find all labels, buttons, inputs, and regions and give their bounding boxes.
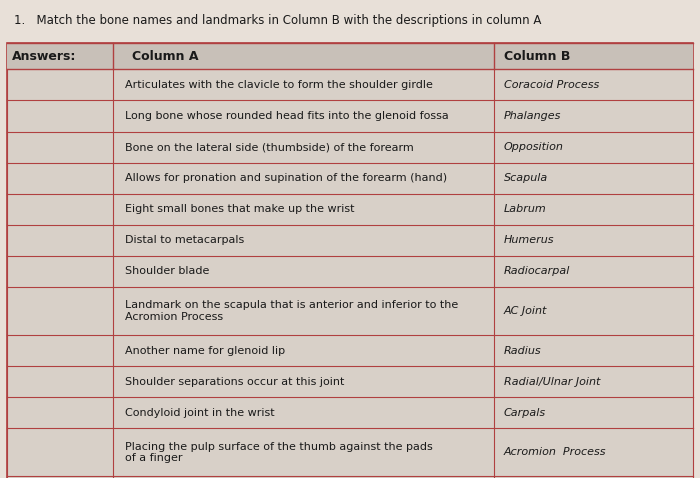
Text: Radius: Radius: [504, 346, 542, 356]
Text: Long bone whose rounded head fits into the glenoid fossa: Long bone whose rounded head fits into t…: [125, 111, 449, 121]
Text: Acromion  Process: Acromion Process: [504, 447, 606, 457]
Text: Articulates with the clavicle to form the shoulder girdle: Articulates with the clavicle to form th…: [125, 80, 433, 90]
Text: Humerus: Humerus: [504, 235, 554, 245]
Text: Carpals: Carpals: [504, 408, 546, 418]
Text: Labrum: Labrum: [504, 204, 547, 214]
Text: Scapula: Scapula: [504, 173, 548, 183]
Text: Bone on the lateral side (thumbside) of the forearm: Bone on the lateral side (thumbside) of …: [125, 142, 414, 152]
Text: Answers:: Answers:: [13, 50, 77, 63]
Text: Radial/Ulnar Joint: Radial/Ulnar Joint: [504, 377, 601, 387]
Text: Shoulder blade: Shoulder blade: [125, 266, 209, 276]
Text: Eight small bones that make up the wrist: Eight small bones that make up the wrist: [125, 204, 354, 214]
Text: Another name for glenoid lip: Another name for glenoid lip: [125, 346, 285, 356]
Text: Phalanges: Phalanges: [504, 111, 561, 121]
Text: Allows for pronation and supination of the forearm (hand): Allows for pronation and supination of t…: [125, 173, 447, 183]
Text: Coracoid Process: Coracoid Process: [504, 80, 599, 90]
Text: 1.   Match the bone names and landmarks in Column B with the descriptions in col: 1. Match the bone names and landmarks in…: [14, 14, 541, 27]
Text: AC Joint: AC Joint: [504, 306, 547, 316]
Text: Radiocarpal: Radiocarpal: [504, 266, 570, 276]
Text: Column B: Column B: [504, 50, 570, 63]
Text: Opposition: Opposition: [504, 142, 564, 152]
Text: Placing the pulp surface of the thumb against the pads
of a finger: Placing the pulp surface of the thumb ag…: [125, 442, 433, 463]
Text: Shoulder separations occur at this joint: Shoulder separations occur at this joint: [125, 377, 344, 387]
Text: Condyloid joint in the wrist: Condyloid joint in the wrist: [125, 408, 274, 418]
Text: Distal to metacarpals: Distal to metacarpals: [125, 235, 244, 245]
Text: Landmark on the scapula that is anterior and inferior to the
Acromion Process: Landmark on the scapula that is anterior…: [125, 300, 458, 322]
Text: Column A: Column A: [132, 50, 199, 63]
